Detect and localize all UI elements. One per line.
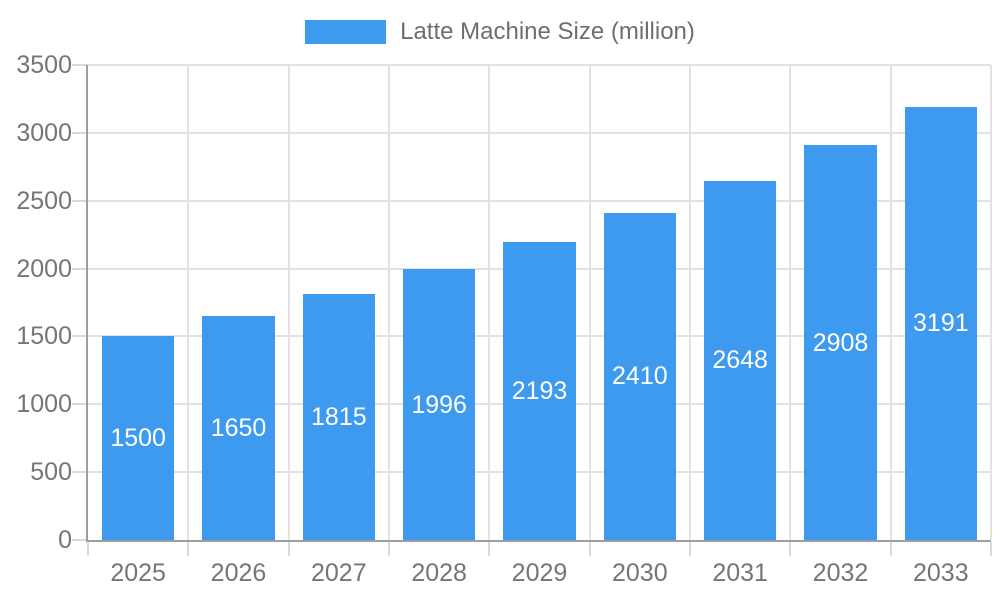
bar[interactable]: 3191 xyxy=(904,106,978,540)
bar-value-label: 1500 xyxy=(110,424,166,453)
bar[interactable]: 2193 xyxy=(503,242,576,540)
x-axis-tick-label: 2031 xyxy=(712,559,768,587)
y-axis-tick-mark xyxy=(72,539,88,541)
y-axis-tick-label: 3000 xyxy=(16,118,72,147)
gridline-horizontal xyxy=(88,199,991,202)
y-axis-tick-label: 0 xyxy=(58,526,72,554)
gridline-horizontal xyxy=(88,131,991,134)
y-axis-tick-mark xyxy=(72,199,88,202)
x-axis-tick-label: 2029 xyxy=(511,559,568,587)
x-axis-tick-label: 2032 xyxy=(812,559,869,587)
bar-value-label: 2410 xyxy=(612,362,668,391)
x-axis-tick-mark xyxy=(789,542,792,556)
legend-label: Latte Machine Size (million) xyxy=(400,18,695,45)
y-axis-tick-mark xyxy=(72,471,88,474)
gridline-vertical xyxy=(287,65,290,540)
bar-value-label: 2648 xyxy=(712,346,768,375)
bar-value-label: 2193 xyxy=(511,377,568,406)
x-axis-line xyxy=(86,540,991,542)
legend[interactable]: Latte Machine Size (million) xyxy=(0,17,1000,47)
y-axis-tick-label: 2500 xyxy=(16,186,72,215)
y-axis-tick-label: 500 xyxy=(30,458,72,487)
gridline-vertical xyxy=(689,65,691,540)
bar-value-label: 1650 xyxy=(210,414,267,443)
x-axis-tick-label: 2028 xyxy=(411,559,467,587)
y-axis-line xyxy=(86,65,88,542)
bar-value-label: 3191 xyxy=(913,309,969,338)
gridline-vertical xyxy=(388,65,390,540)
bar-value-label: 2908 xyxy=(812,328,869,357)
gridline-vertical xyxy=(990,65,992,540)
bar[interactable]: 1996 xyxy=(402,269,476,540)
bar-value-label: 1996 xyxy=(411,390,467,419)
x-axis-tick-mark xyxy=(990,542,992,556)
bar-value-label: 1815 xyxy=(311,402,367,431)
x-axis-tick-label: 2026 xyxy=(210,559,267,587)
x-axis-tick-mark xyxy=(187,542,190,556)
bar[interactable]: 1500 xyxy=(101,336,175,540)
gridline-vertical xyxy=(588,65,591,540)
x-axis-tick-label: 2027 xyxy=(311,559,367,587)
x-axis-tick-mark xyxy=(388,542,390,556)
bar[interactable]: 1815 xyxy=(302,293,376,540)
gridline-vertical xyxy=(488,65,491,540)
bar[interactable]: 2410 xyxy=(603,212,677,540)
gridline-vertical xyxy=(789,65,792,540)
y-axis-tick-label: 2000 xyxy=(16,254,72,283)
x-axis-tick-mark xyxy=(488,542,491,556)
gridline-horizontal xyxy=(88,64,991,66)
y-axis-tick-mark xyxy=(72,335,88,338)
bar[interactable]: 2648 xyxy=(703,180,777,540)
x-axis-tick-mark xyxy=(87,542,89,556)
y-axis-tick-mark xyxy=(72,267,88,270)
gridline-vertical xyxy=(187,65,190,540)
x-axis-tick-label: 2025 xyxy=(110,559,166,587)
y-axis-tick-mark xyxy=(72,64,88,66)
legend-swatch xyxy=(305,20,387,44)
x-axis-tick-label: 2030 xyxy=(612,559,668,587)
y-axis-tick-mark xyxy=(72,403,88,406)
y-axis-tick-label: 1000 xyxy=(16,390,72,419)
x-axis-tick-label: 2033 xyxy=(913,559,969,587)
bar[interactable]: 2908 xyxy=(804,145,877,540)
gridline-vertical xyxy=(889,65,892,540)
y-axis-tick-label: 1500 xyxy=(16,322,72,351)
bar[interactable]: 1650 xyxy=(202,316,275,540)
y-axis-tick-label: 3500 xyxy=(16,51,72,79)
x-axis-tick-mark xyxy=(287,542,290,556)
x-axis-tick-mark xyxy=(588,542,591,556)
x-axis-tick-mark xyxy=(889,542,892,556)
x-axis-tick-mark xyxy=(689,542,691,556)
y-axis-tick-mark xyxy=(72,131,88,134)
